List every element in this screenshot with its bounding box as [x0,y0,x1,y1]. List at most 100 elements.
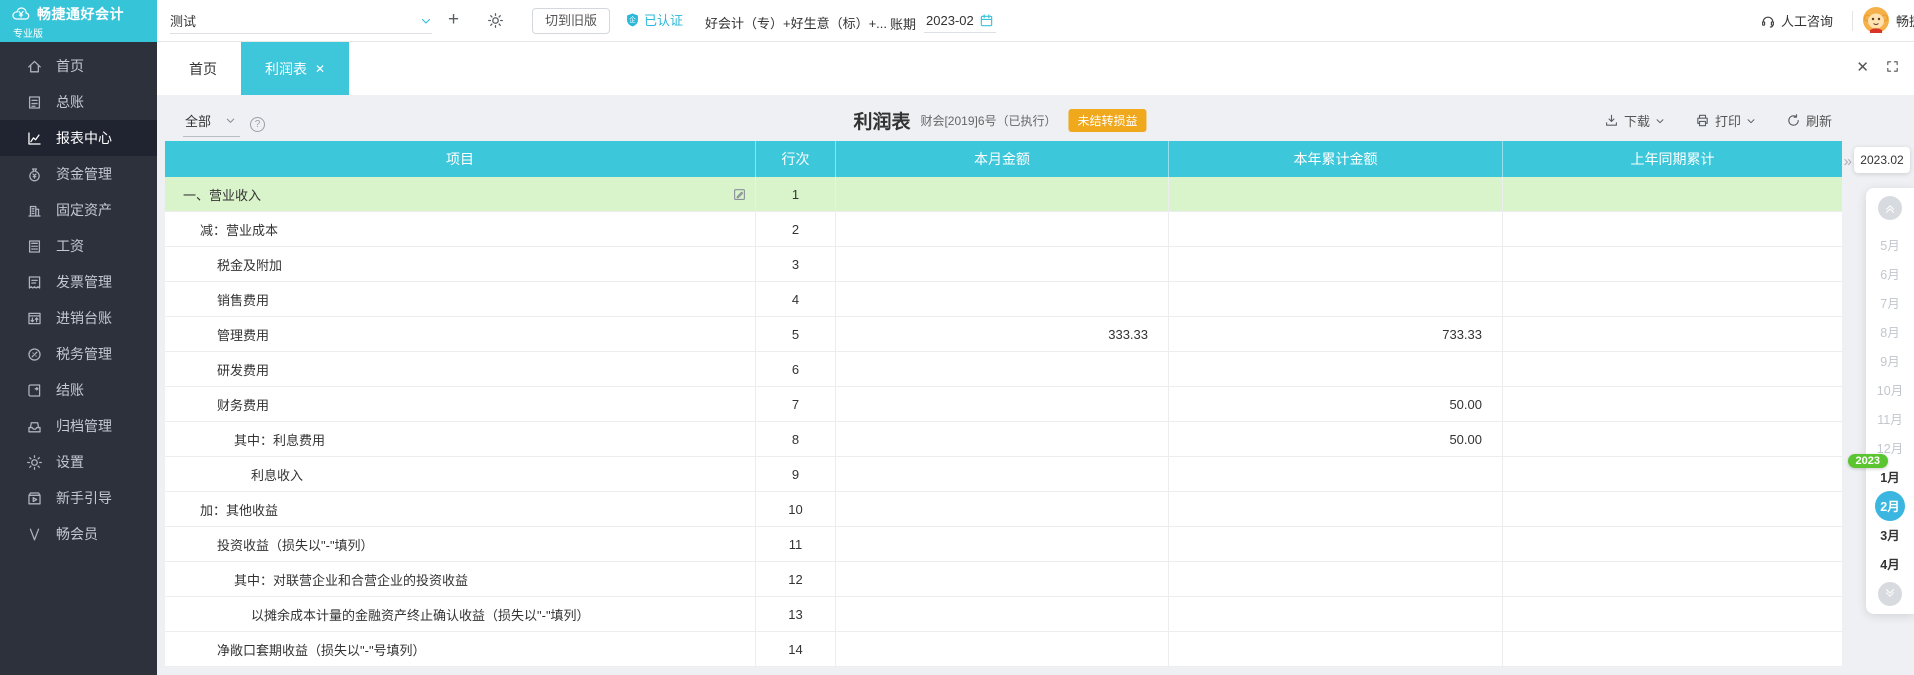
sidebar-item-inout[interactable]: 进销台账 [0,300,157,336]
month-item-10月[interactable]: 10月 [1876,384,1904,398]
scroll-down-icon[interactable] [1878,582,1902,606]
sidebar-item-settings[interactable]: 设置 [0,444,157,480]
period-picker[interactable]: 2023-02 [924,13,996,33]
month-item-2月[interactable]: 2月 [1866,490,1914,521]
month-amount-cell[interactable] [836,422,1169,456]
year-amount-cell[interactable]: 733.33 [1169,317,1503,351]
prev-amount-cell[interactable] [1503,457,1842,491]
month-amount-cell[interactable] [836,597,1169,631]
sidebar-item-member[interactable]: 畅会员 [0,516,157,552]
sidebar-item-closing[interactable]: 结账 [0,372,157,408]
prev-amount-cell[interactable] [1503,282,1842,316]
month-amount-cell[interactable] [836,632,1169,666]
sidebar-item-tax[interactable]: 税务管理 [0,336,157,372]
month-amount-cell[interactable] [836,282,1169,316]
switch-old-version-button[interactable]: 切到旧版 [532,8,611,34]
prev-amount-cell[interactable] [1503,492,1842,526]
tab-利润表[interactable]: 利润表 ✕ [241,42,350,95]
prev-amount-cell[interactable] [1503,387,1842,421]
tab-首页[interactable]: 首页 ✕ [189,60,217,77]
month-amount-cell[interactable] [836,492,1169,526]
year-amount-cell[interactable] [1169,562,1503,596]
month-item-6月[interactable]: 6月 [1880,268,1900,282]
month-amount-cell[interactable] [836,247,1169,281]
close-icon[interactable]: ✕ [1856,59,1869,76]
sidebar-item-salary[interactable]: 工资 [0,228,157,264]
download-button[interactable]: 下载 [1604,111,1665,130]
edit-formula-icon[interactable] [732,187,747,202]
month-amount-cell[interactable]: 333.33 [836,317,1169,351]
month-amount-cell[interactable] [836,212,1169,246]
year-amount-cell[interactable] [1169,492,1503,526]
year-amount-cell[interactable] [1169,247,1503,281]
scroll-up-icon[interactable] [1878,196,1902,220]
prev-amount-cell[interactable] [1503,352,1842,386]
month-item-9月[interactable]: 9月 [1880,355,1900,369]
support-button[interactable]: 人工咨询 [1760,11,1833,30]
table-row[interactable]: 一、营业收入 1 [165,177,1842,212]
sidebar-item-ledger[interactable]: 总账 [0,84,157,120]
year-amount-cell[interactable] [1169,352,1503,386]
month-item-3月[interactable]: 3月 [1880,529,1900,543]
column-header[interactable]: 本年累计金额 [1169,141,1503,177]
prev-amount-cell[interactable] [1503,177,1842,211]
month-amount-cell[interactable] [836,527,1169,561]
help-icon[interactable]: ? [250,116,266,132]
prev-amount-cell[interactable] [1503,597,1842,631]
table-row[interactable]: 投资收益（损失以"-"填列） 11 [165,527,1842,562]
year-amount-cell[interactable]: 50.00 [1169,422,1503,456]
year-amount-cell[interactable] [1169,632,1503,666]
month-item-11月[interactable]: 11月 [1877,413,1903,427]
collapse-rail-icon[interactable]: » [1843,153,1852,170]
prev-amount-cell[interactable] [1503,632,1842,666]
month-item-12月[interactable]: 12月 [1876,442,1904,456]
month-item-4月[interactable]: 4月 [1880,558,1900,572]
year-amount-cell[interactable] [1169,282,1503,316]
column-header[interactable]: 行次 [756,141,836,177]
scope-filter-select[interactable]: 全部 ? [183,111,266,137]
table-row[interactable]: 减：营业成本 2 [165,212,1842,247]
sidebar-item-assets[interactable]: 固定资产 [0,192,157,228]
table-row[interactable]: 其中：对联营企业和合营企业的投资收益 12 [165,562,1842,597]
table-row[interactable]: 利息收入 9 [165,457,1842,492]
table-row[interactable]: 其中：利息费用 8 50.00 [165,422,1842,457]
table-row[interactable]: 财务费用 7 50.00 [165,387,1842,422]
refresh-button[interactable]: 刷新 [1786,111,1832,130]
prev-amount-cell[interactable] [1503,212,1842,246]
fullscreen-icon[interactable] [1885,59,1900,77]
month-amount-cell[interactable] [836,352,1169,386]
sidebar-item-funds[interactable]: 资金管理 [0,156,157,192]
month-item-1月[interactable]: 1月 [1880,471,1900,485]
month-item-7月[interactable]: 7月 [1880,297,1900,311]
year-amount-cell[interactable] [1169,527,1503,561]
year-amount-cell[interactable] [1169,212,1503,246]
sidebar-item-report[interactable]: 报表中心 [0,120,157,156]
year-amount-cell[interactable] [1169,597,1503,631]
sidebar-item-guide[interactable]: 新手引导 [0,480,157,516]
month-amount-cell[interactable] [836,387,1169,421]
prev-amount-cell[interactable] [1503,422,1842,456]
month-item-5月[interactable]: 5月 [1880,239,1900,253]
sidebar-item-archive[interactable]: 归档管理 [0,408,157,444]
gear-icon[interactable] [487,12,504,29]
table-row[interactable]: 销售费用 4 [165,282,1842,317]
prev-amount-cell[interactable] [1503,317,1842,351]
table-row[interactable]: 以摊余成本计量的金融资产终止确认收益（损失以"-"填列） 13 [165,597,1842,632]
prev-amount-cell[interactable] [1503,562,1842,596]
table-row[interactable]: 净敞口套期收益（损失以"-"号填列） 14 [165,632,1842,667]
column-header[interactable]: 项目 [165,141,756,177]
table-row[interactable]: 加：其他收益 10 [165,492,1842,527]
prev-amount-cell[interactable] [1503,247,1842,281]
year-amount-cell[interactable] [1169,177,1503,211]
month-amount-cell[interactable] [836,562,1169,596]
certified-badge[interactable]: 企 已认证 [625,10,683,29]
sidebar-item-invoice[interactable]: 发票管理 [0,264,157,300]
month-item-8月[interactable]: 8月 [1880,326,1900,340]
tab-close-icon[interactable]: ✕ [315,61,326,76]
add-account-button[interactable]: + [448,9,460,30]
user-menu[interactable]: 畅捷通B组... [1862,6,1914,34]
column-header[interactable]: 本月金额 [836,141,1169,177]
prev-amount-cell[interactable] [1503,527,1842,561]
month-amount-cell[interactable] [836,177,1169,211]
print-button[interactable]: 打印 [1695,111,1756,130]
